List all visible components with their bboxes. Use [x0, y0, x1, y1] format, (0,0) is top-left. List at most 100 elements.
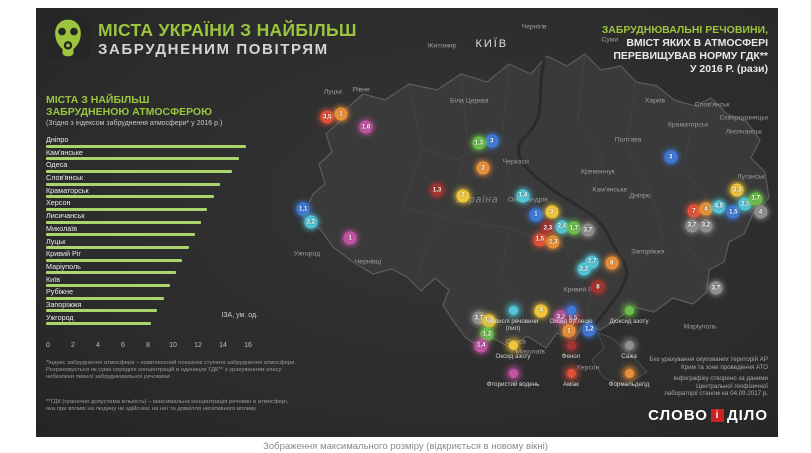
bar: [46, 284, 170, 288]
footnote-gdk: **ГДК (гранично допустима кількість) – м…: [46, 399, 289, 413]
source-line: Центральної геофізичної: [696, 382, 768, 390]
ukraine-outline: [302, 53, 770, 349]
bar: [46, 309, 158, 313]
legend-dot-nh3: [566, 369, 576, 378]
bar-city-label: Краматорськ: [46, 185, 89, 195]
chart-title-line2: ЗАБРУДНЕНОЮ АТМОСФЕРОЮ: [46, 106, 212, 118]
ukraine-map: Чернігів Суми Житомир КИЇВ Луцьк Рівне Біла Це…: [294, 10, 775, 390]
map-city-label: Чернігів: [521, 23, 547, 31]
bar: [46, 157, 239, 161]
chart-subtitle: (Згідно з індексом забруднення атмосфери…: [46, 120, 223, 127]
pollutants-header-line4: У 2016 Р. (рази): [689, 63, 768, 75]
bar: [46, 322, 151, 326]
pollutant-marker-no2: 1,2: [480, 327, 494, 341]
pollutant-marker-hf: 1,4: [474, 339, 488, 353]
pollutant-marker-soot: 3,2: [699, 219, 713, 233]
pollutants-header-line2: ВМІСТ ЯКИХ В АТМОСФЕРІ: [626, 37, 768, 49]
map-city-label: Луганськ: [737, 173, 765, 181]
pollutant-marker-hf: 1: [343, 231, 357, 245]
bar-city-label: Одеса: [46, 160, 68, 170]
bar-row: Кам'янське: [46, 148, 258, 161]
map-city-label: Суми: [601, 36, 619, 44]
legend-dot-dust: [508, 306, 518, 315]
pollutant-marker-nh3: 7: [687, 204, 701, 218]
pollutant-marker-no2: 1,3: [472, 136, 486, 150]
oblast-borders: [402, 53, 714, 323]
source-line: лабораторії станом на 04.09.2017 р.: [664, 390, 768, 398]
legend-item-soot: Сажа: [600, 341, 658, 360]
bar: [46, 246, 189, 249]
country-label: Україна: [456, 194, 499, 206]
bar-row: Ужгород: [46, 313, 258, 326]
chart-title-line1: МІСТА З НАЙБІЛЬШ: [46, 94, 150, 106]
legend-label: Фтористий водень: [486, 381, 540, 388]
bar-city-label: Рубіжне: [46, 287, 73, 297]
logo-middle: і: [710, 409, 724, 422]
page-title-line1: МІСТА УКРАЇНИ З НАЙБІЛЬШ: [98, 20, 357, 40]
pollutant-marker-dust: 2,2: [577, 262, 591, 276]
legend-dot-no: [508, 341, 518, 350]
pollutant-marker-soot: 3,7: [472, 311, 486, 325]
bar-city-label: Херсон: [46, 198, 71, 208]
image-caption-link[interactable]: Зображення максимального розміру (відкри…: [263, 441, 548, 452]
pollutant-marker-no: 3: [545, 205, 559, 219]
x-axis-ticks: 0 2 4 6 8 10 12 14 16: [46, 342, 258, 352]
pollutant-marker-hcho: 4: [699, 202, 713, 216]
pollutant-marker-dust: 2,5: [738, 197, 752, 211]
legend-label: Фенол: [561, 353, 581, 360]
pollutant-marker-co: 1,2: [582, 323, 596, 337]
map-city-label: Житомир: [427, 42, 457, 50]
bar-row: Кривий Ріг: [46, 250, 258, 262]
pollutant-marker-hcho: 8: [605, 256, 619, 270]
legend-label: Діоксид азоту: [609, 318, 649, 325]
map-city-label: Миколаїв: [515, 348, 545, 356]
legend-label: Аміак: [563, 381, 579, 388]
bar-row: Краматорськ: [46, 185, 258, 199]
bar: [46, 258, 183, 262]
legend-label: Сажа: [621, 353, 637, 360]
x-axis-tick: 6: [121, 342, 125, 349]
bar-row: Дніпро: [46, 136, 258, 148]
map-city-label: Сєвєродонецьк: [719, 114, 769, 122]
x-axis-tick: 4: [96, 342, 100, 349]
legend-label: Формальдегід: [608, 381, 650, 388]
bar-row: Запоріжжя: [46, 300, 258, 313]
bar-city-label: Кривий Ріг: [46, 249, 82, 259]
map-city-label: Полтава: [614, 136, 642, 144]
bar: [46, 220, 201, 224]
pollutant-marker-co: 1: [529, 208, 543, 222]
pollutant-marker-dust: 2,2: [304, 215, 318, 229]
map-city-label: Слов'янськ: [694, 101, 730, 109]
pollutant-marker-hcho: 2: [476, 161, 490, 175]
legend-item-nh3: Аміак: [542, 369, 600, 388]
pollutant-marker-co: 1,1: [296, 202, 310, 216]
x-axis-tick: 2: [71, 342, 75, 349]
pollutant-marker-no2: 1,7: [749, 192, 763, 206]
source-line: Інфографіку створено за даними: [673, 375, 768, 383]
legend-item-phenol: Фенол: [542, 341, 600, 360]
bar: [46, 207, 208, 211]
bar-city-label: Слов'янськ: [46, 173, 83, 183]
bar-city-label: Маріуполь: [46, 261, 81, 271]
pollutant-marker-soot: 3,7: [685, 219, 699, 233]
map-city-label: Краматорськ: [667, 121, 709, 129]
map-city-label: Біла Церква: [449, 97, 489, 105]
bar-row: Лисичанськ: [46, 212, 258, 224]
pollutant-marker-hcho: 1: [334, 107, 348, 121]
bar: [46, 195, 214, 199]
bar: [46, 182, 220, 186]
pollutant-marker-co: 1,5: [726, 205, 740, 219]
bar-city-label: Київ: [46, 274, 61, 284]
pollutant-marker-hcho: 1: [562, 324, 576, 338]
bar-row: Рубіжне: [46, 288, 258, 300]
legend: Завислі речовини (пил) Оксид вуглецю Діокс…: [484, 306, 658, 388]
bar: [46, 144, 246, 148]
legend-dot-co: [566, 306, 576, 315]
pollutant-marker-soot: 3,7: [581, 223, 595, 237]
source-note: Без урахування окупованих територій АР Кр…: [649, 356, 768, 398]
x-axis-tick: 0: [46, 342, 50, 349]
pollutant-marker-phenol: 2,3: [541, 221, 555, 235]
pollutant-marker-co: 3: [485, 134, 499, 148]
chart-title: МІСТА З НАЙБІЛЬШ ЗАБРУДНЕНОЮ АТМОСФЕРОЮ: [46, 94, 212, 118]
slovo-i-dilo-logo: СЛОВО і ДІЛО: [648, 407, 768, 424]
